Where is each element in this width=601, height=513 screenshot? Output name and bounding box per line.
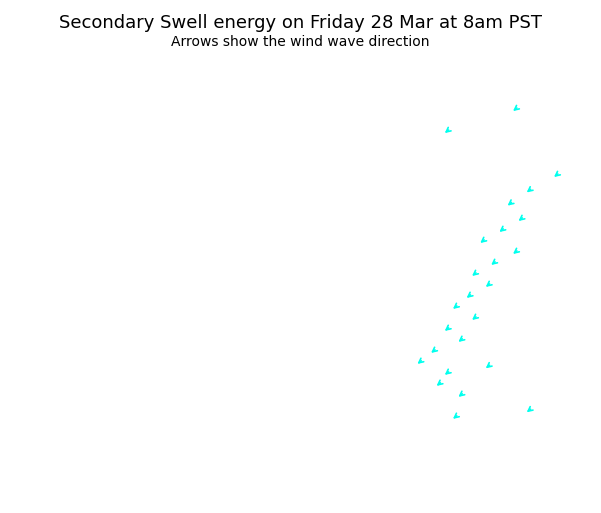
Text: Arrows show the wind wave direction: Arrows show the wind wave direction	[171, 35, 430, 49]
Text: Secondary Swell energy on Friday 28 Mar at 8am PST: Secondary Swell energy on Friday 28 Mar …	[59, 14, 542, 32]
